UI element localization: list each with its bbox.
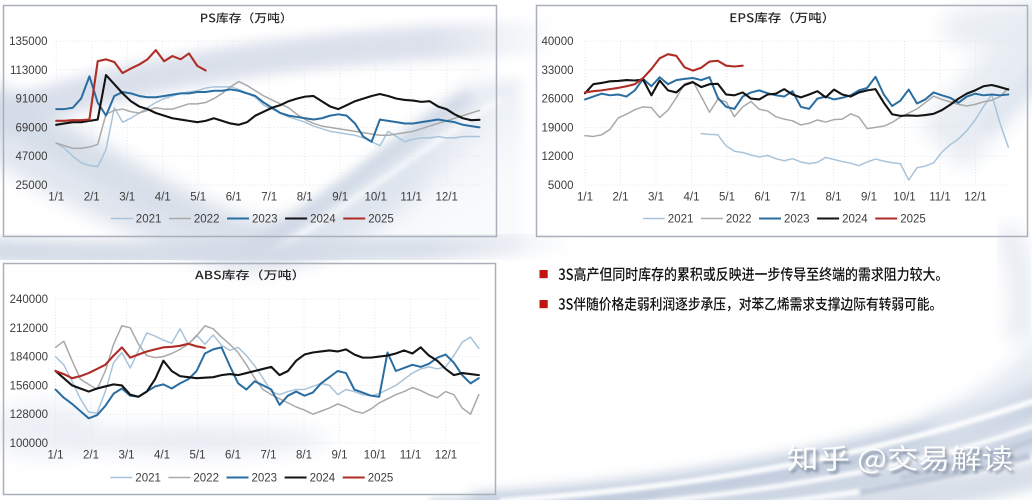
svg-text:11/1: 11/1 (929, 192, 951, 204)
svg-text:4/1: 4/1 (155, 192, 171, 204)
svg-text:2/1: 2/1 (83, 450, 99, 462)
svg-text:212000: 212000 (10, 323, 48, 335)
svg-text:19000: 19000 (542, 122, 574, 134)
svg-text:113000: 113000 (10, 65, 48, 77)
svg-text:2024: 2024 (842, 214, 868, 226)
svg-text:2/1: 2/1 (84, 192, 100, 204)
svg-text:3/1: 3/1 (648, 192, 664, 204)
svg-text:2022: 2022 (194, 214, 220, 226)
svg-text:33000: 33000 (542, 65, 574, 77)
svg-text:7/1: 7/1 (261, 192, 277, 204)
svg-text:8/1: 8/1 (826, 192, 842, 204)
svg-text:12/1: 12/1 (435, 450, 457, 462)
svg-text:128000: 128000 (10, 409, 48, 421)
svg-text:2023: 2023 (252, 473, 278, 485)
svg-text:2021: 2021 (136, 214, 162, 226)
svg-text:12000: 12000 (542, 151, 574, 163)
svg-text:1/1: 1/1 (48, 450, 64, 462)
svg-text:9/1: 9/1 (332, 450, 348, 462)
svg-text:2024: 2024 (310, 473, 336, 485)
svg-text:240000: 240000 (10, 294, 48, 306)
svg-text:156000: 156000 (10, 380, 48, 392)
svg-text:4/1: 4/1 (154, 450, 170, 462)
svg-text:3/1: 3/1 (119, 450, 135, 462)
svg-text:2021: 2021 (668, 214, 694, 226)
svg-text:100000: 100000 (10, 438, 48, 450)
svg-text:26000: 26000 (542, 94, 574, 106)
svg-text:4/1: 4/1 (684, 192, 700, 204)
svg-text:11/1: 11/1 (400, 450, 422, 462)
svg-text:9/1: 9/1 (861, 192, 877, 204)
svg-text:11/1: 11/1 (400, 192, 422, 204)
svg-text:10/1: 10/1 (364, 450, 386, 462)
svg-text:8/1: 8/1 (297, 192, 313, 204)
svg-text:3/1: 3/1 (119, 192, 135, 204)
svg-text:5/1: 5/1 (719, 192, 735, 204)
svg-text:1/1: 1/1 (48, 192, 64, 204)
svg-text:2024: 2024 (310, 214, 336, 226)
svg-text:10/1: 10/1 (893, 192, 915, 204)
svg-text:184000: 184000 (10, 352, 48, 364)
svg-text:2025: 2025 (900, 214, 926, 226)
svg-text:25000: 25000 (16, 180, 48, 192)
svg-text:2022: 2022 (193, 473, 219, 485)
svg-text:1/1: 1/1 (577, 192, 593, 204)
svg-text:5/1: 5/1 (190, 192, 206, 204)
svg-text:7/1: 7/1 (790, 192, 806, 204)
svg-text:69000: 69000 (16, 122, 48, 134)
svg-text:8/1: 8/1 (296, 450, 312, 462)
svg-text:40000: 40000 (542, 36, 574, 48)
svg-text:6/1: 6/1 (226, 192, 242, 204)
svg-text:12/1: 12/1 (964, 192, 986, 204)
svg-text:2023: 2023 (252, 214, 278, 226)
svg-text:2023: 2023 (784, 214, 810, 226)
svg-text:2025: 2025 (368, 473, 394, 485)
svg-text:2/1: 2/1 (613, 192, 629, 204)
svg-text:5000: 5000 (548, 180, 574, 192)
svg-text:2022: 2022 (726, 214, 752, 226)
svg-text:135000: 135000 (9, 36, 47, 48)
svg-text:47000: 47000 (16, 151, 48, 163)
svg-text:6/1: 6/1 (225, 450, 241, 462)
svg-text:2025: 2025 (368, 214, 394, 226)
svg-text:6/1: 6/1 (755, 192, 771, 204)
svg-text:91000: 91000 (16, 94, 48, 106)
svg-text:7/1: 7/1 (261, 450, 277, 462)
svg-text:10/1: 10/1 (365, 192, 387, 204)
svg-text:12/1: 12/1 (436, 192, 458, 204)
svg-text:9/1: 9/1 (332, 192, 348, 204)
svg-text:2021: 2021 (135, 473, 161, 485)
svg-text:5/1: 5/1 (190, 450, 206, 462)
